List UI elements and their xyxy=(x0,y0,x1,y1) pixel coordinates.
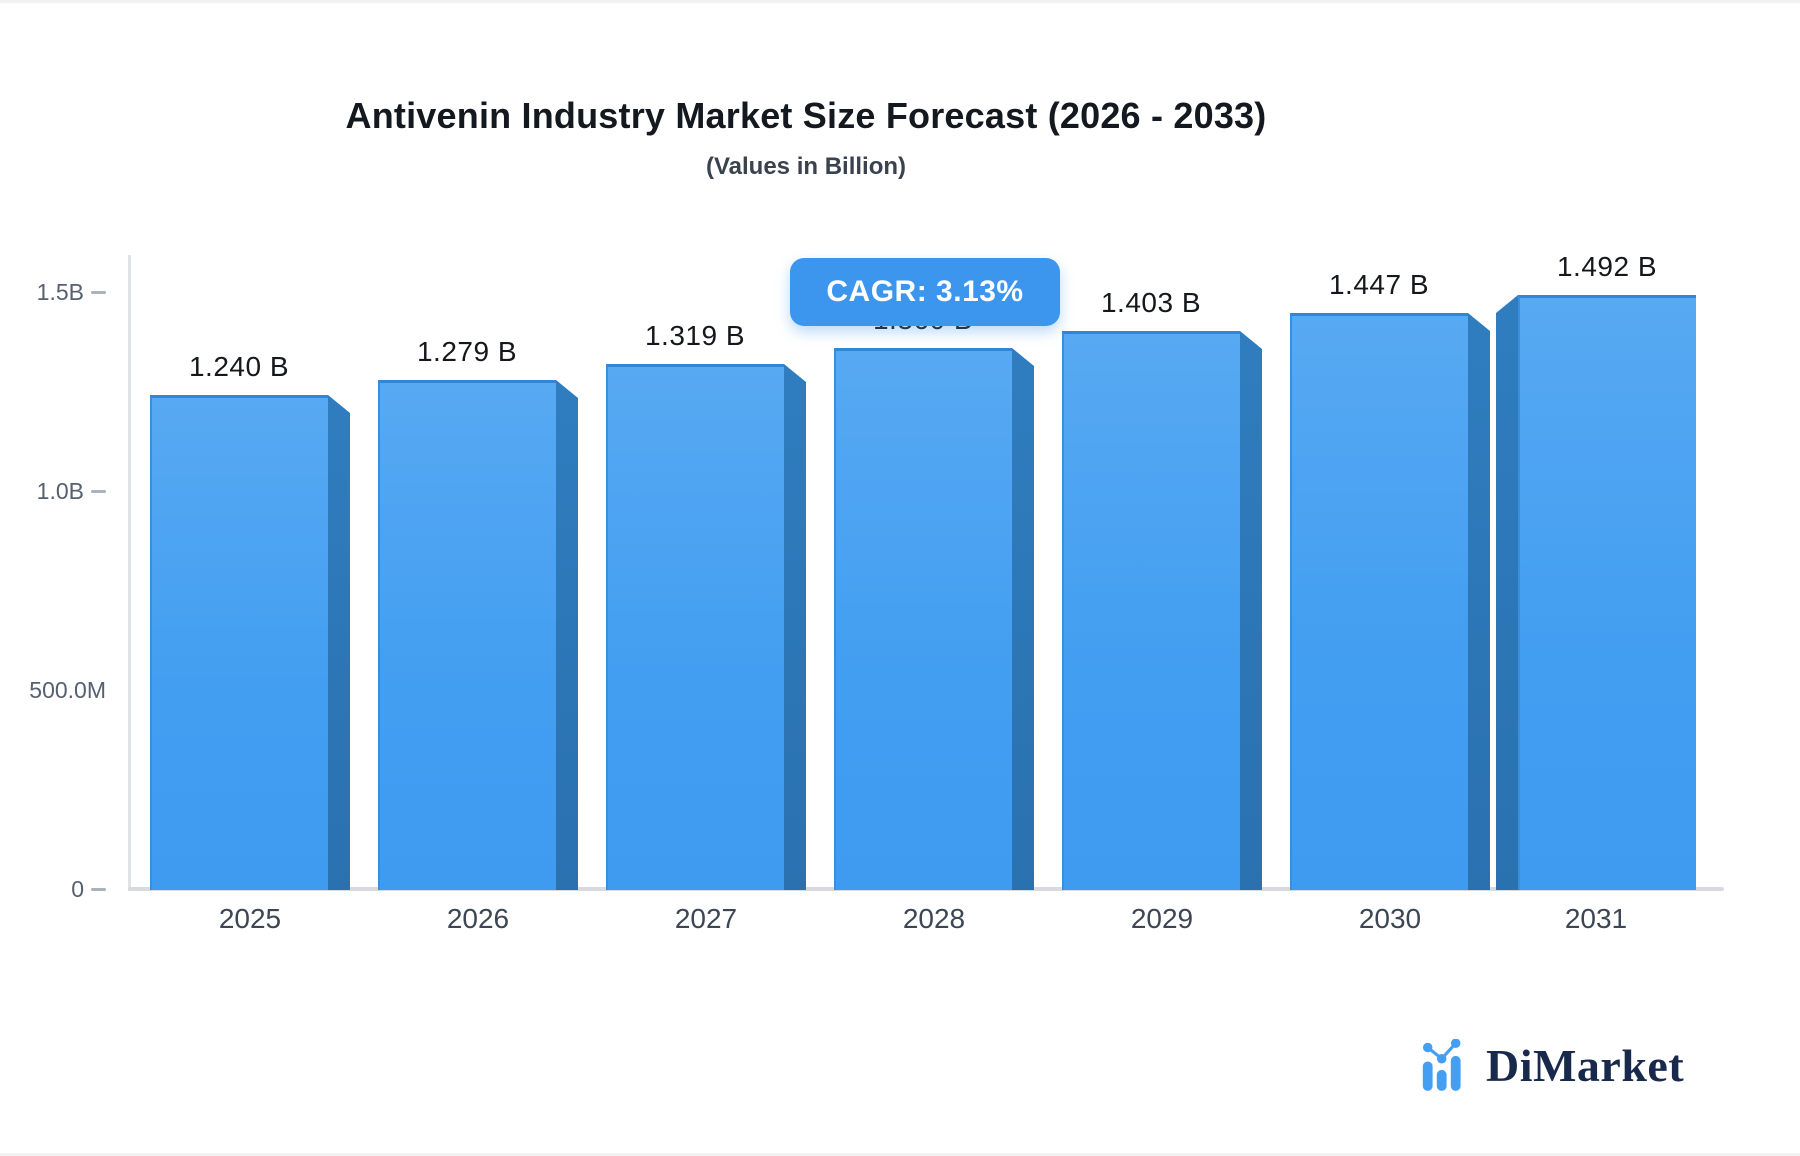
bar-value-label: 1.279 B xyxy=(416,336,518,367)
cagr-badge: CAGR: 3.13% xyxy=(790,258,1060,326)
bar-2026[interactable] xyxy=(378,380,556,890)
x-axis-label: 2031 xyxy=(1564,903,1628,934)
y-axis-tick-label: 1.5B xyxy=(36,278,84,305)
bar-2030[interactable] xyxy=(1290,313,1468,890)
cagr-badge-label: CAGR: 3.13% xyxy=(826,275,1024,308)
y-axis-tick: 500.0M xyxy=(0,676,106,704)
x-axis-label: 2026 xyxy=(446,903,510,934)
chart-subtitle: (Values in Billion) xyxy=(705,153,907,180)
y-axis-tick-mark xyxy=(91,887,106,891)
y-axis-tick-label: 0 xyxy=(71,875,84,902)
y-axis-tick-mark xyxy=(91,290,106,294)
bar-value-label: 1.447 B xyxy=(1328,269,1430,300)
bar-side-face xyxy=(556,380,578,890)
x-axis-label: 2027 xyxy=(674,903,738,934)
x-axis-label: 2029 xyxy=(1130,903,1194,934)
bar-value-label: 1.403 B xyxy=(1100,287,1202,318)
bar-2031[interactable] xyxy=(1518,295,1696,890)
bar-value-label: 1.492 B xyxy=(1556,251,1658,282)
y-axis-tick: 1.0B xyxy=(0,477,106,505)
bar-side-face xyxy=(1468,313,1490,890)
bar-side-face xyxy=(784,364,806,890)
bar-2025[interactable] xyxy=(150,395,328,890)
dimarket-logo-icon xyxy=(1422,1039,1461,1091)
bar-value-label: 1.319 B xyxy=(644,320,746,351)
y-axis-tick: 1.5B xyxy=(0,278,106,306)
y-axis-line xyxy=(128,255,131,891)
bar-2028[interactable] xyxy=(834,348,1012,890)
x-axis-label: 2025 xyxy=(218,903,282,934)
bar-side-face xyxy=(1240,331,1262,890)
y-axis-tick-label: 500.0M xyxy=(29,676,106,703)
bar-2029[interactable] xyxy=(1062,331,1240,890)
bar-side-face xyxy=(328,395,350,890)
y-axis-tick-label: 1.0B xyxy=(36,477,84,504)
chart-title: Antivenin Industry Market Size Forecast … xyxy=(345,95,1267,136)
brand-watermark-text: DiMarket xyxy=(1486,1040,1685,1091)
bar-side-face xyxy=(1012,348,1034,890)
y-axis-tick: 0 xyxy=(0,875,106,903)
y-axis-tick-mark xyxy=(91,489,106,493)
x-axis-label: 2028 xyxy=(902,903,966,934)
bar-side-face xyxy=(1496,295,1518,890)
bar-value-label: 1.240 B xyxy=(188,351,290,382)
x-axis-label: 2030 xyxy=(1358,903,1422,934)
chart-header: Antivenin Industry Market Size Forecast … xyxy=(0,95,1612,181)
bar-2027[interactable] xyxy=(606,364,784,890)
brand-watermark: DiMarket xyxy=(1420,1039,1684,1091)
